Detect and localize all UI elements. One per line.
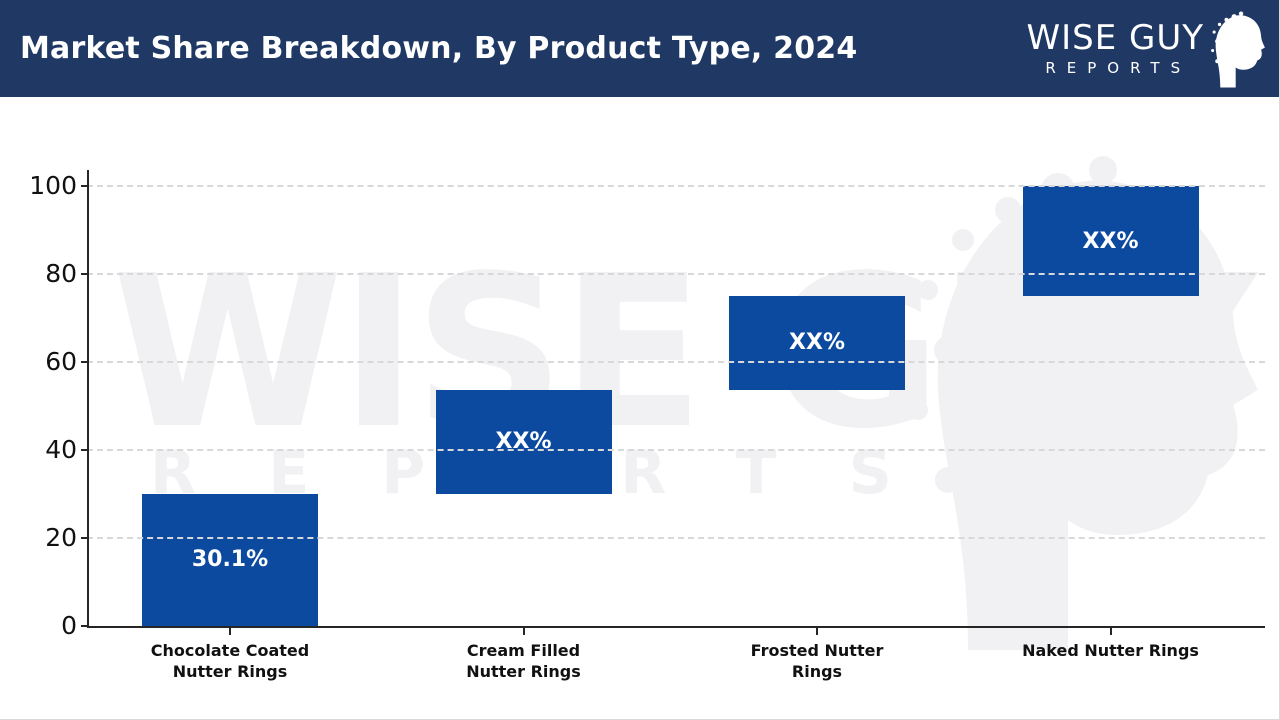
x-tick-mark	[1109, 628, 1112, 635]
bar-value-label: 30.1%	[191, 547, 269, 573]
x-tick-mark	[816, 628, 818, 635]
x-category-label: Chocolate Coated Nutter Rings	[150, 641, 310, 681]
bar-segment-3: XX%	[729, 296, 905, 390]
x-category-label: Naked Nutter Rings	[1022, 641, 1199, 660]
y-tick-mark	[81, 361, 87, 363]
brand-logo: WISE GUY REPORTS	[1026, 5, 1268, 93]
y-tick-label: 20	[45, 523, 77, 552]
y-tick-label: 100	[29, 171, 77, 200]
brand-logo-name: WISE GUY	[1026, 18, 1204, 58]
bar-segment-1: 30.1%	[142, 493, 318, 626]
y-tick-mark	[81, 449, 87, 451]
x-category-label: Cream Filled Nutter Rings	[466, 641, 581, 681]
chart-area: 0 20 40 60 80 100 30.1% Chocolate Coated Nutter …	[0, 97, 1279, 719]
y-axis-line	[87, 170, 89, 628]
gridline	[87, 537, 1265, 539]
x-tick-mark	[522, 628, 525, 635]
y-tick-label: 40	[45, 435, 77, 464]
header-band: Market Share Breakdown, By Product Type,…	[0, 0, 1279, 97]
y-tick-label: 60	[45, 347, 77, 376]
watermark-face-dots-icon	[908, 156, 1258, 650]
x-tick-mark	[229, 628, 231, 635]
bar-value-label: XX%	[789, 330, 845, 356]
gridline	[87, 185, 1265, 187]
bar-segment-4: XX%	[1022, 186, 1199, 296]
page-title: Market Share Breakdown, By Product Type,…	[20, 31, 858, 66]
brand-logo-face-icon	[1211, 11, 1265, 88]
gridline	[87, 361, 1265, 363]
bar-value-label: XX%	[1082, 228, 1139, 254]
x-category-label: Frosted Nutter Rings	[750, 641, 884, 681]
gridline	[87, 449, 1265, 451]
y-tick-mark	[81, 273, 87, 275]
y-tick-mark	[81, 185, 87, 187]
y-tick-label: 80	[45, 259, 77, 288]
y-tick-mark	[81, 537, 87, 539]
x-axis-line	[87, 626, 1265, 628]
y-tick-label: 0	[61, 611, 77, 640]
y-tick-mark	[81, 625, 87, 627]
brand-logo-sub: REPORTS	[1045, 59, 1192, 77]
gridline	[87, 273, 1265, 275]
bar-segment-2: XX%	[435, 389, 612, 494]
